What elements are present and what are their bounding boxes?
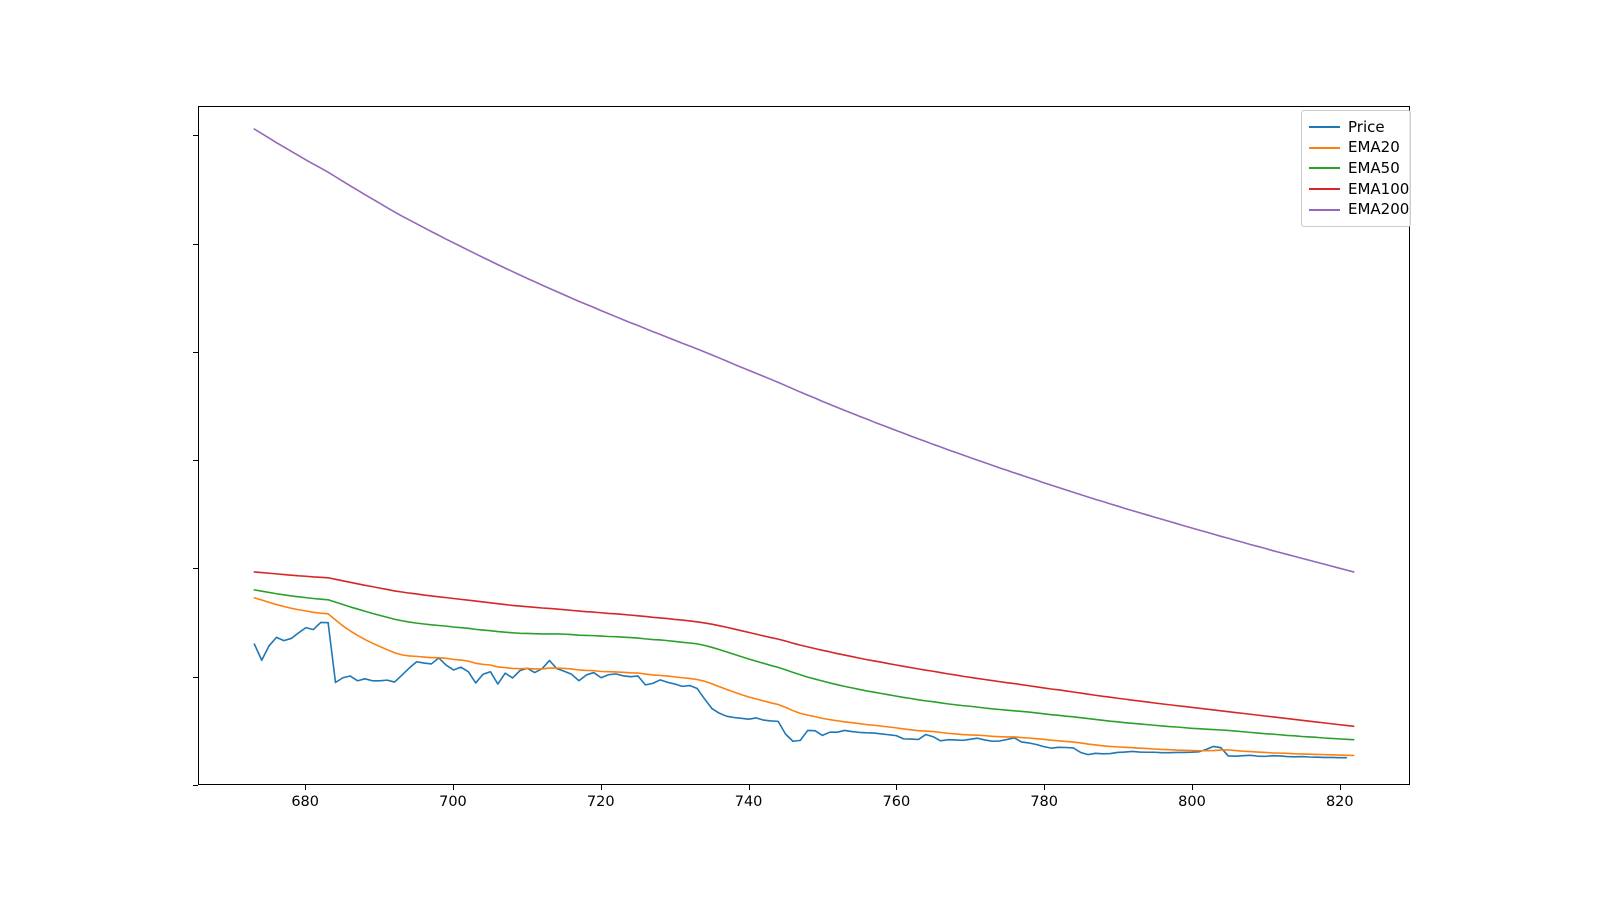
legend-label: Price [1348,117,1385,136]
legend-item-ema100: EMA100 [1309,179,1409,200]
x-tick-mark [600,785,602,790]
x-tick-mark [305,785,307,790]
y-tick-mark [193,243,198,245]
legend-label: EMA100 [1348,179,1410,198]
legend-item-ema200: EMA200 [1309,199,1409,220]
y-tick-mark [193,351,198,353]
x-tick-label: 720 [586,794,615,810]
x-tick-mark [452,785,454,790]
legend-item-ema50: EMA50 [1309,158,1403,179]
y-tick-mark [193,460,198,462]
legend-item-ema20: EMA20 [1309,138,1403,159]
legend-label: EMA200 [1348,200,1410,219]
series-line-price [253,621,1348,759]
x-tick-mark [1191,785,1193,790]
series-line-ema20 [253,597,1355,757]
y-axis-tick-labels: 0.00000.00050.00100.00150.00200.00250.00… [0,0,198,900]
y-tick-mark [193,568,198,570]
x-tick-mark [748,785,750,790]
plot-axes [198,106,1410,785]
series-lines [253,128,1355,759]
x-tick-mark [1044,785,1046,790]
series-line-ema50 [253,589,1355,741]
y-tick-mark [193,785,198,786]
legend-color-swatch [1309,126,1340,129]
chart-legend: Price EMA20 EMA50 EMA100 EMA200 [1301,110,1411,227]
legend-item-price: Price [1309,117,1403,138]
x-tick-label: 700 [439,794,467,810]
x-tick-label: 740 [734,794,763,810]
x-tick-label: 680 [291,794,319,810]
legend-label: EMA50 [1348,158,1400,177]
legend-color-swatch [1309,208,1340,211]
x-tick-mark [1339,785,1341,790]
legend-label: EMA20 [1348,138,1400,157]
y-tick-mark [193,676,198,678]
x-tick-label: 780 [1030,794,1059,810]
series-line-ema100 [253,571,1355,728]
legend-color-swatch [1309,188,1340,191]
x-tick-label: 820 [1325,794,1354,810]
legend-color-swatch [1309,146,1340,149]
x-tick-label: 760 [882,794,911,810]
x-tick-mark [896,785,898,790]
series-line-ema200 [253,128,1355,573]
legend-color-swatch [1309,167,1340,170]
y-tick-mark [193,135,198,137]
x-tick-label: 800 [1178,794,1206,810]
